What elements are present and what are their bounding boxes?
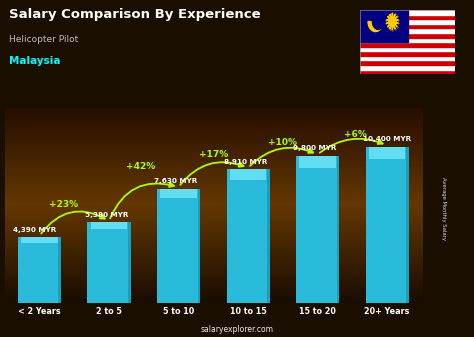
Text: +42%: +42% [126,161,155,171]
Bar [160,189,197,198]
Bar [360,28,455,33]
Bar [337,156,339,303]
Bar [360,51,455,56]
Bar [365,147,409,303]
Text: Helicopter Pilot: Helicopter Pilot [9,35,79,44]
Bar [360,60,455,65]
Text: +6%: +6% [345,130,367,140]
Bar [360,15,455,19]
Bar [299,156,336,168]
Bar [369,147,405,159]
Bar [157,189,200,303]
Bar [360,33,455,37]
Text: salaryexplorer.com: salaryexplorer.com [201,325,273,334]
Bar [360,47,455,51]
Bar [230,169,266,180]
Bar [360,19,455,24]
Circle shape [373,14,384,29]
Bar [360,10,455,15]
Text: 10,400 MYR: 10,400 MYR [363,136,411,143]
Text: 5,380 MYR: 5,380 MYR [85,212,128,218]
Bar [88,222,130,303]
Bar [360,56,455,60]
Text: Malaysia: Malaysia [9,56,61,66]
Bar [128,222,130,303]
Wedge shape [368,17,383,32]
Text: 8,910 MYR: 8,910 MYR [224,159,267,165]
Bar [91,222,128,229]
Bar [360,65,455,69]
Bar [58,237,61,303]
Bar [360,24,455,28]
Bar [360,37,455,42]
Bar [406,147,409,303]
Text: Salary Comparison By Experience: Salary Comparison By Experience [9,8,261,22]
Text: 7,630 MYR: 7,630 MYR [154,178,198,184]
Bar [18,237,61,303]
Text: +23%: +23% [49,200,78,209]
Bar [227,169,270,303]
Bar [360,10,408,42]
Text: Average Monthly Salary: Average Monthly Salary [441,178,446,240]
Polygon shape [386,13,398,30]
Bar [360,69,455,74]
Bar [21,237,58,243]
Bar [360,42,455,47]
Text: +17%: +17% [199,150,228,159]
Bar [198,189,200,303]
Text: 4,390 MYR: 4,390 MYR [13,227,56,233]
Text: 9,800 MYR: 9,800 MYR [293,146,337,151]
Bar [267,169,270,303]
Bar [296,156,339,303]
Text: +10%: +10% [268,138,297,147]
